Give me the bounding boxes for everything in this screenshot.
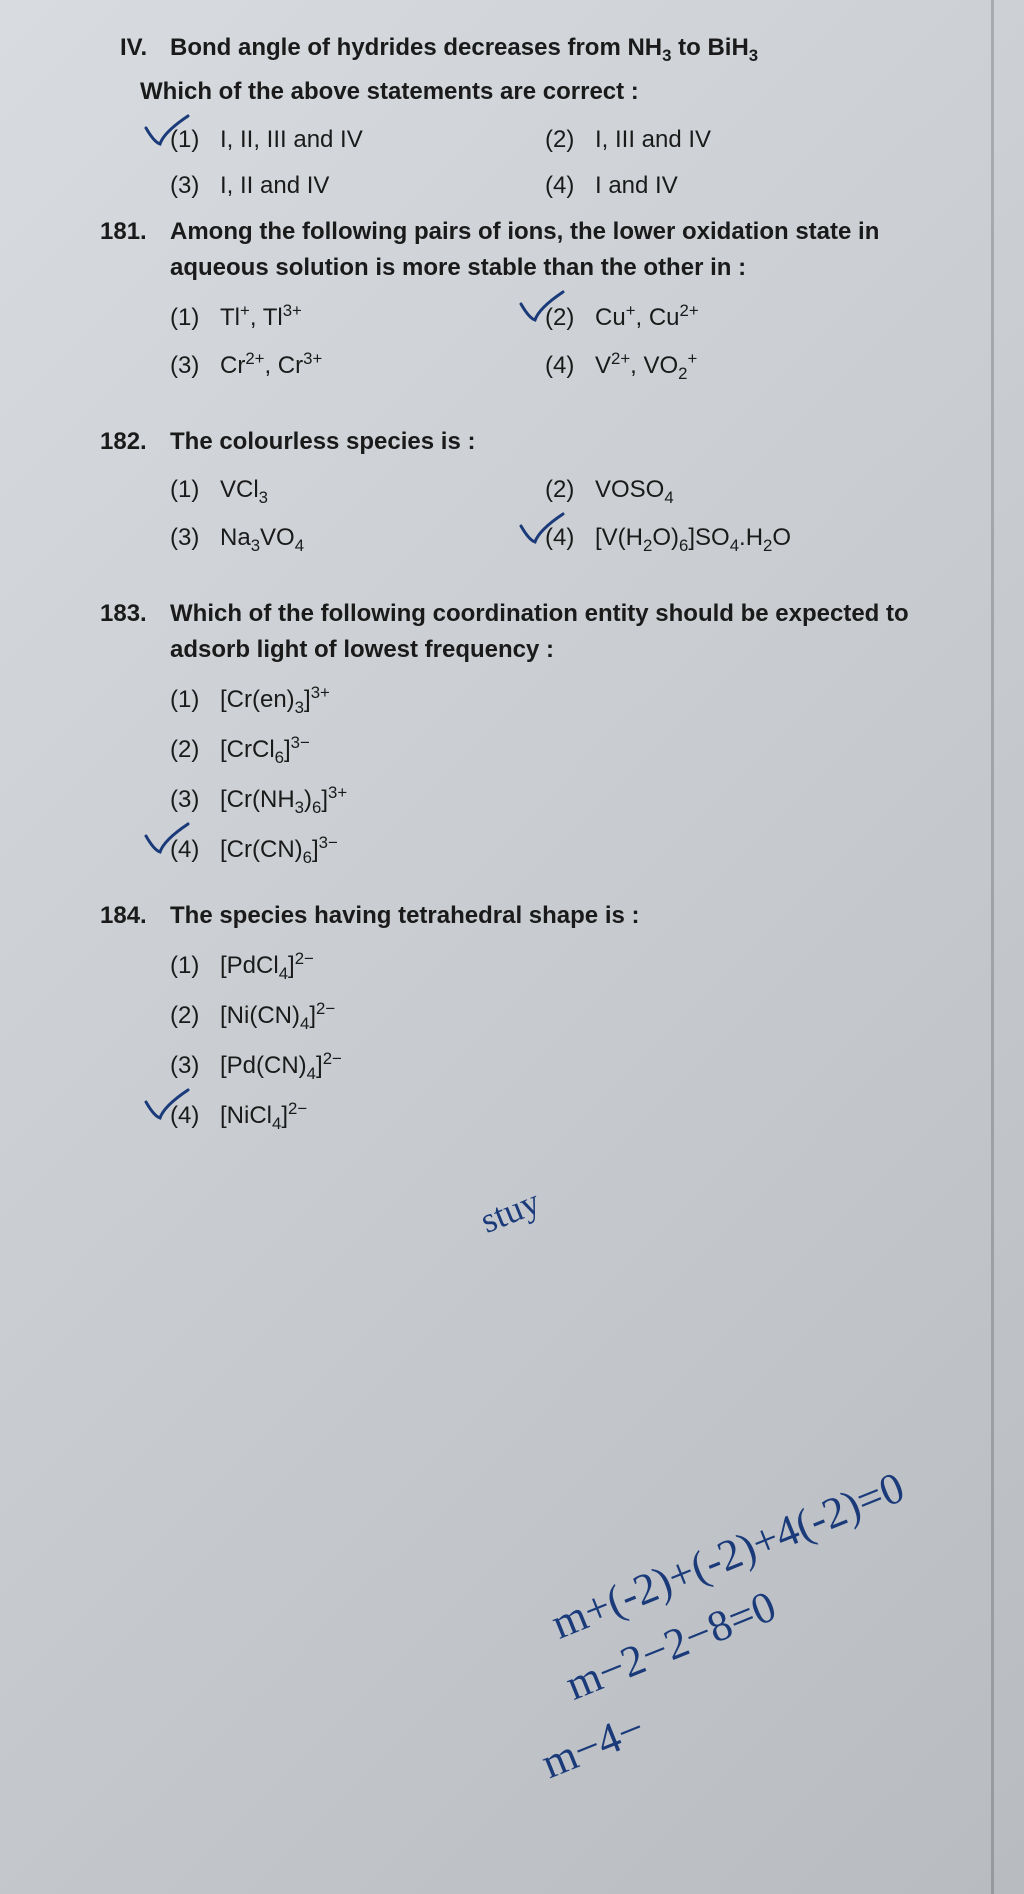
option-number: (3) <box>170 520 220 556</box>
option: (2)VOSO4 <box>545 472 920 510</box>
question-stem: The species having tetrahedral shape is … <box>170 898 920 934</box>
question-number: 181. <box>100 214 170 286</box>
option-number: (2) <box>545 300 595 336</box>
option-text: I, II and IV <box>220 168 545 204</box>
option: (2)Cu+, Cu2+ <box>545 298 920 336</box>
option-text: Tl+, Tl3+ <box>220 298 545 336</box>
option-number: (1) <box>170 948 220 984</box>
option-text: [Ni(CN)4]2− <box>220 996 920 1036</box>
option-text: I and IV <box>595 168 920 204</box>
question-number: 182. <box>100 424 170 460</box>
option-text: V2+, VO2+ <box>595 346 920 386</box>
option: (4)[Cr(CN)6]3− <box>170 830 920 870</box>
option-number: (4) <box>545 348 595 384</box>
question-181: 181. Among the following pairs of ions, … <box>100 214 920 396</box>
option-number: (2) <box>545 472 595 508</box>
question-stem: The colourless species is : <box>170 424 920 460</box>
q184-options: (1)[PdCl4]2−(2)[Ni(CN)4]2−(3)[Pd(CN)4]2−… <box>170 946 920 1136</box>
option-number: (4) <box>170 1098 220 1134</box>
option-number: (4) <box>545 520 595 556</box>
option: (3)[Pd(CN)4]2− <box>170 1046 920 1086</box>
question-number: 183. <box>100 596 170 668</box>
option-number: (2) <box>545 122 595 158</box>
option-number: (1) <box>170 472 220 508</box>
option: (2)[Ni(CN)4]2− <box>170 996 920 1036</box>
question-183: 183. Which of the following coordination… <box>100 596 920 870</box>
option: (4)V2+, VO2+ <box>545 346 920 386</box>
option-text: VOSO4 <box>595 472 920 510</box>
option-text: [Cr(NH3)6]3+ <box>220 780 920 820</box>
option-number: (2) <box>170 732 220 768</box>
statement-iv: IV. Bond angle of hydrides decreases fro… <box>100 30 920 68</box>
option-number: (1) <box>170 682 220 718</box>
option: (3)Na3VO4 <box>170 520 545 558</box>
option-text: [CrCl6]3− <box>220 730 920 770</box>
option-text: [NiCl4]2− <box>220 1096 920 1136</box>
option: (3)[Cr(NH3)6]3+ <box>170 780 920 820</box>
statement-number: IV. <box>100 30 170 68</box>
option: (4)I and IV <box>545 168 920 204</box>
option-number: (2) <box>170 998 220 1034</box>
option-number: (3) <box>170 168 220 204</box>
option-text: [PdCl4]2− <box>220 946 920 986</box>
option-text: I, II, III and IV <box>220 122 545 158</box>
q181-options: (1)Tl+, Tl3+(2)Cu+, Cu2+(3)Cr2+, Cr3+(4)… <box>170 298 920 396</box>
question-number: 184. <box>100 898 170 934</box>
option-text: Cr2+, Cr3+ <box>220 346 545 384</box>
top-options: (1)I, II, III and IV(2)I, III and IV(3)I… <box>170 122 920 214</box>
option: (2)[CrCl6]3− <box>170 730 920 770</box>
option-number: (4) <box>545 168 595 204</box>
option-text: [Cr(en)3]3+ <box>220 680 920 720</box>
prompt-text: Which of the above statements are correc… <box>140 74 920 110</box>
option: (2)I, III and IV <box>545 122 920 158</box>
q183-options: (1)[Cr(en)3]3+(2)[CrCl6]3−(3)[Cr(NH3)6]3… <box>170 680 920 870</box>
option-number: (3) <box>170 1048 220 1084</box>
option: (4)[NiCl4]2− <box>170 1096 920 1136</box>
question-stem: Among the following pairs of ions, the l… <box>170 214 920 286</box>
option-text: [V(H2O)6]SO4.H2O <box>595 520 920 558</box>
option: (3)Cr2+, Cr3+ <box>170 346 545 386</box>
option-number: (3) <box>170 782 220 818</box>
question-stem: Which of the following coordination enti… <box>170 596 920 668</box>
option-text: I, III and IV <box>595 122 920 158</box>
option-number: (1) <box>170 300 220 336</box>
option-text: VCl3 <box>220 472 545 510</box>
question-184: 184. The species having tetrahedral shap… <box>100 898 920 1136</box>
option-number: (1) <box>170 122 220 158</box>
option: (3)I, II and IV <box>170 168 545 204</box>
option-text: Na3VO4 <box>220 520 545 558</box>
option-number: (3) <box>170 348 220 384</box>
question-182: 182. The colourless species is : (1)VCl3… <box>100 424 920 568</box>
option-text: [Cr(CN)6]3− <box>220 830 920 870</box>
exam-page: IV. Bond angle of hydrides decreases fro… <box>40 0 960 1204</box>
statement-text: Bond angle of hydrides decreases from NH… <box>170 30 920 68</box>
option: (1)I, II, III and IV <box>170 122 545 158</box>
option-text: Cu+, Cu2+ <box>595 298 920 336</box>
option: (4)[V(H2O)6]SO4.H2O <box>545 520 920 558</box>
q182-options: (1)VCl3(2)VOSO4(3)Na3VO4(4)[V(H2O)6]SO4.… <box>170 472 920 568</box>
option-text: [Pd(CN)4]2− <box>220 1046 920 1086</box>
option: (1)[PdCl4]2− <box>170 946 920 986</box>
option: (1)[Cr(en)3]3+ <box>170 680 920 720</box>
option-number: (4) <box>170 832 220 868</box>
option: (1)Tl+, Tl3+ <box>170 298 545 336</box>
page-edge <box>991 0 994 1894</box>
handwritten-equation-3: m−4− <box>534 1702 651 1789</box>
option: (1)VCl3 <box>170 472 545 510</box>
